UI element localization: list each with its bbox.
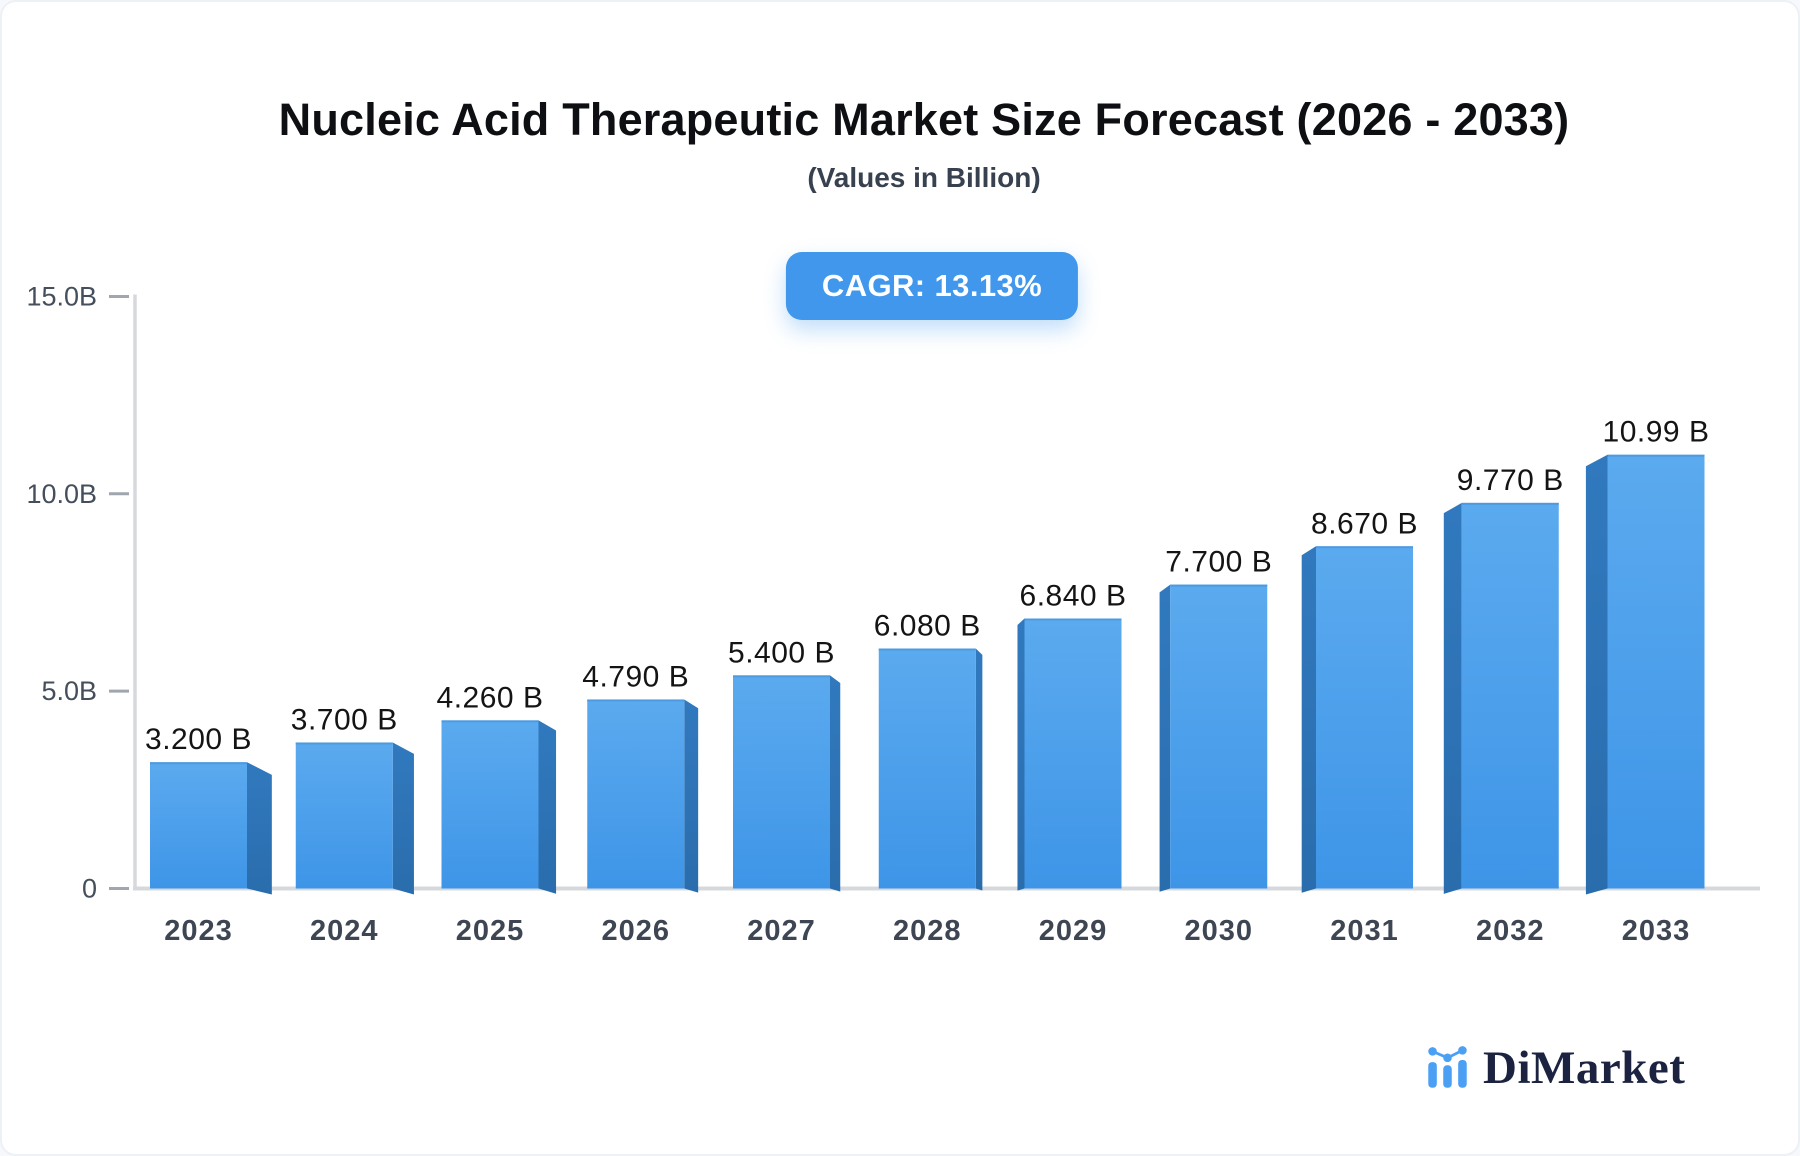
bar-front-face: [295, 742, 393, 889]
bar-side-face: [1443, 502, 1462, 894]
brand-logo: DiMarket: [1424, 1040, 1685, 1096]
bar-group-2032: 9.770 B 2032: [1443, 464, 1564, 947]
bar-value-label: 3.700 B: [291, 703, 398, 736]
bar-value-label: 4.260 B: [437, 681, 544, 714]
bar-value-label: 5.400 B: [728, 636, 835, 669]
bar-front-face: [878, 648, 976, 889]
x-axis-label: 2031: [1330, 915, 1399, 947]
x-axis-label: 2023: [164, 915, 233, 947]
bar-front-face: [1024, 618, 1122, 889]
bar-group-2026: 4.790 B 2026: [582, 660, 699, 947]
bar-group-2024: 3.700 B 2024: [291, 703, 414, 947]
bar-group-2023: 3.200 B 2023: [145, 723, 272, 947]
chart-subtitle: (Values in Billion): [807, 162, 1041, 193]
bar-group-2031: 8.670 B 2031: [1301, 507, 1418, 947]
bar-front-face: [150, 762, 247, 889]
bar-value-label: 6.080 B: [874, 610, 981, 643]
x-axis-label: 2025: [456, 915, 525, 947]
x-axis-label: 2032: [1476, 915, 1545, 947]
bar-side-face: [830, 675, 841, 892]
x-axis-label: 2033: [1622, 915, 1691, 947]
bar-value-label: 10.99 B: [1603, 416, 1710, 449]
bar-group-2028: 6.080 B 2028: [874, 610, 983, 947]
bar-front-face: [1316, 546, 1413, 889]
bar-value-label: 9.770 B: [1457, 464, 1564, 497]
bar-front-face: [441, 720, 539, 889]
y-axis-label: 0: [82, 874, 97, 904]
bar-front-face: [587, 699, 685, 889]
bar-value-label: 8.670 B: [1311, 507, 1418, 540]
bar-group-2027: 5.400 B 2027: [728, 636, 841, 947]
bar-value-label: 3.200 B: [145, 723, 252, 756]
bar-front-face: [1461, 502, 1559, 889]
chart-title: Nucleic Acid Therapeutic Market Size For…: [278, 94, 1570, 145]
bar-side-face: [1585, 454, 1608, 895]
x-axis-label: 2026: [601, 915, 670, 947]
bar-value-label: 4.790 B: [582, 660, 689, 693]
bar-side-face: [1301, 546, 1316, 893]
bar-side-face: [538, 720, 557, 894]
y-axis-label: 10.0B: [26, 479, 97, 509]
bar-group-2030: 7.700 B 2030: [1159, 546, 1272, 947]
bar-side-face: [684, 699, 699, 893]
bar-group-2033: 10.99 B 2033: [1585, 416, 1710, 947]
x-axis-label: 2030: [1184, 915, 1253, 947]
y-axis-label: 15.0B: [26, 281, 97, 311]
x-axis-label: 2027: [747, 915, 816, 947]
bar-side-face: [392, 742, 414, 895]
x-axis-label: 2028: [893, 915, 962, 947]
bar-side-face: [1017, 618, 1025, 891]
bar-front-face: [733, 675, 830, 889]
y-axis-label: 5.0B: [41, 676, 97, 706]
bar-group-2025: 4.260 B 2025: [437, 681, 557, 947]
bar-front-face: [1170, 584, 1268, 889]
dimarket-bars-icon: [1428, 1045, 1467, 1088]
bar-group-2029: 6.840 B 2029: [1017, 580, 1126, 947]
x-axis-label: 2024: [310, 915, 379, 947]
chart-header: Nucleic Acid Therapeutic Market Size For…: [24, 94, 1798, 194]
bar-value-label: 7.700 B: [1165, 546, 1272, 579]
bar-side-face: [975, 648, 983, 891]
bar-value-label: 6.840 B: [1020, 580, 1127, 613]
x-axis-label: 2029: [1039, 915, 1108, 947]
bar-front-face: [1607, 454, 1705, 889]
brand-wordmark: DiMarket: [1483, 1042, 1686, 1094]
bar-side-face: [247, 762, 272, 895]
cagr-badge: CAGR: 13.13%: [785, 252, 1079, 320]
bar-side-face: [1159, 584, 1171, 892]
